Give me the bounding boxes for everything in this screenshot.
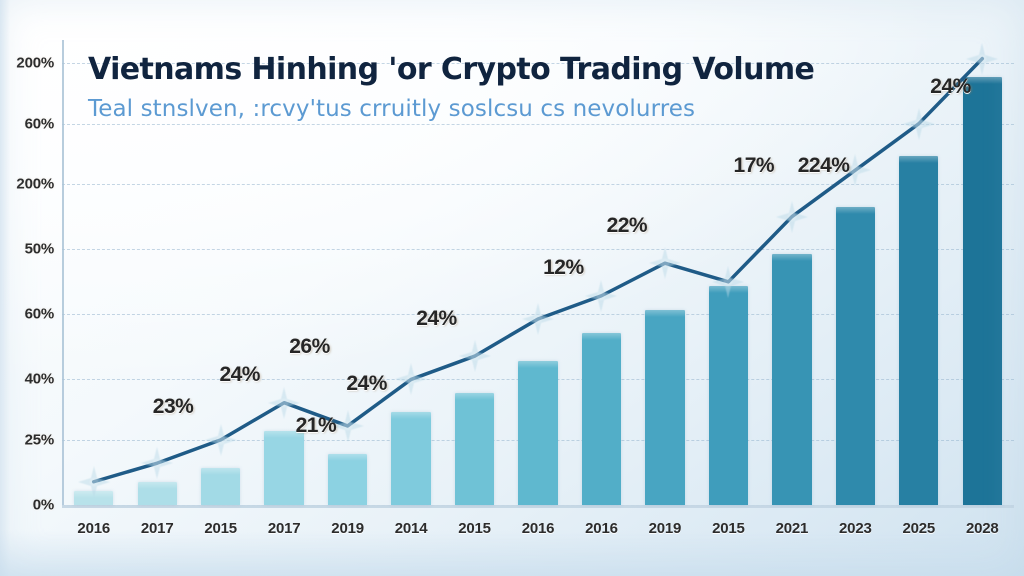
- gridline: [62, 123, 1014, 125]
- data-label: 22%: [606, 214, 648, 237]
- line-marker-icon: [775, 200, 809, 234]
- line-marker-icon: [458, 339, 492, 373]
- x-axis-tick-label: 2015: [204, 520, 237, 537]
- y-axis-tick-label: 60%: [24, 115, 55, 133]
- bar: [772, 253, 812, 505]
- x-axis-tick-label: 2023: [839, 520, 872, 537]
- data-label: 24%: [219, 362, 260, 386]
- y-axis-tick-label: 40%: [24, 370, 55, 388]
- gridline: [62, 184, 1014, 186]
- line-marker-icon: [584, 279, 618, 313]
- bar: [645, 309, 685, 505]
- data-label: 23%: [152, 395, 194, 419]
- data-label: 12%: [543, 255, 584, 279]
- x-axis-tick-label: 2025: [902, 520, 936, 537]
- plot-area: 0% 25% 40% 60% 50% 200% 60% 200% 2016 2017 2015 20…: [16, 40, 1014, 537]
- bar: [200, 467, 241, 505]
- line-marker-icon: [648, 246, 682, 280]
- data-label: 24%: [930, 74, 971, 98]
- x-axis-tick-label: 2016: [521, 520, 555, 537]
- line-marker-icon: [965, 42, 999, 76]
- y-axis-tick-label: 25%: [24, 431, 55, 449]
- data-label: 17%: [733, 153, 775, 177]
- y-axis-tick-label: 50%: [24, 240, 55, 258]
- bar: [899, 156, 939, 505]
- bar: [454, 393, 495, 505]
- bar: [835, 207, 876, 505]
- y-axis-tick-label: 60%: [24, 305, 55, 323]
- x-axis-tick-label: 2017: [267, 520, 301, 537]
- bar: [327, 453, 368, 505]
- bar: [708, 286, 749, 505]
- data-label: 26%: [289, 334, 330, 358]
- x-axis-tick-label: 2015: [458, 520, 491, 537]
- x-axis-tick-label: 2016: [77, 520, 111, 537]
- y-axis-tick-label: 0%: [32, 496, 54, 514]
- left-edge-shading: [0, 0, 10, 576]
- line-marker-icon: [521, 302, 555, 336]
- x-axis-tick-label: 2021: [775, 520, 809, 537]
- bar: [581, 332, 622, 505]
- bar: [962, 77, 1003, 505]
- data-label: 24%: [416, 307, 457, 330]
- line-marker-icon: [140, 446, 174, 480]
- y-axis-tick-label: 200%: [16, 54, 54, 72]
- bar: [264, 430, 305, 505]
- x-axis-tick-label: 2028: [965, 520, 999, 537]
- x-axis-tick-label: 2019: [648, 520, 682, 537]
- y-axis-line: [62, 40, 64, 505]
- y-axis-tick-label: 200%: [16, 175, 54, 193]
- bar: [137, 481, 178, 505]
- data-label: 21%: [295, 413, 337, 437]
- x-axis-tick-label: 2014: [394, 520, 428, 537]
- chart-subtitle: Teal stnslven, :rcvy'tus crruitly soslcs…: [88, 96, 696, 122]
- x-axis-tick-label: 2019: [331, 520, 364, 537]
- x-axis-line: [62, 505, 1014, 508]
- data-label: 24%: [346, 372, 387, 396]
- bar: [74, 491, 114, 505]
- x-axis-tick-label: 2016: [585, 520, 618, 537]
- data-label: 224%: [797, 153, 850, 177]
- x-axis-tick-label: 2015: [712, 520, 745, 537]
- bar: [518, 360, 559, 505]
- x-axis-tick-label: 2017: [140, 520, 174, 537]
- bar: [391, 412, 432, 505]
- chart-title: Vietnams Hinhing 'or Crypto Trading Volu…: [88, 52, 815, 87]
